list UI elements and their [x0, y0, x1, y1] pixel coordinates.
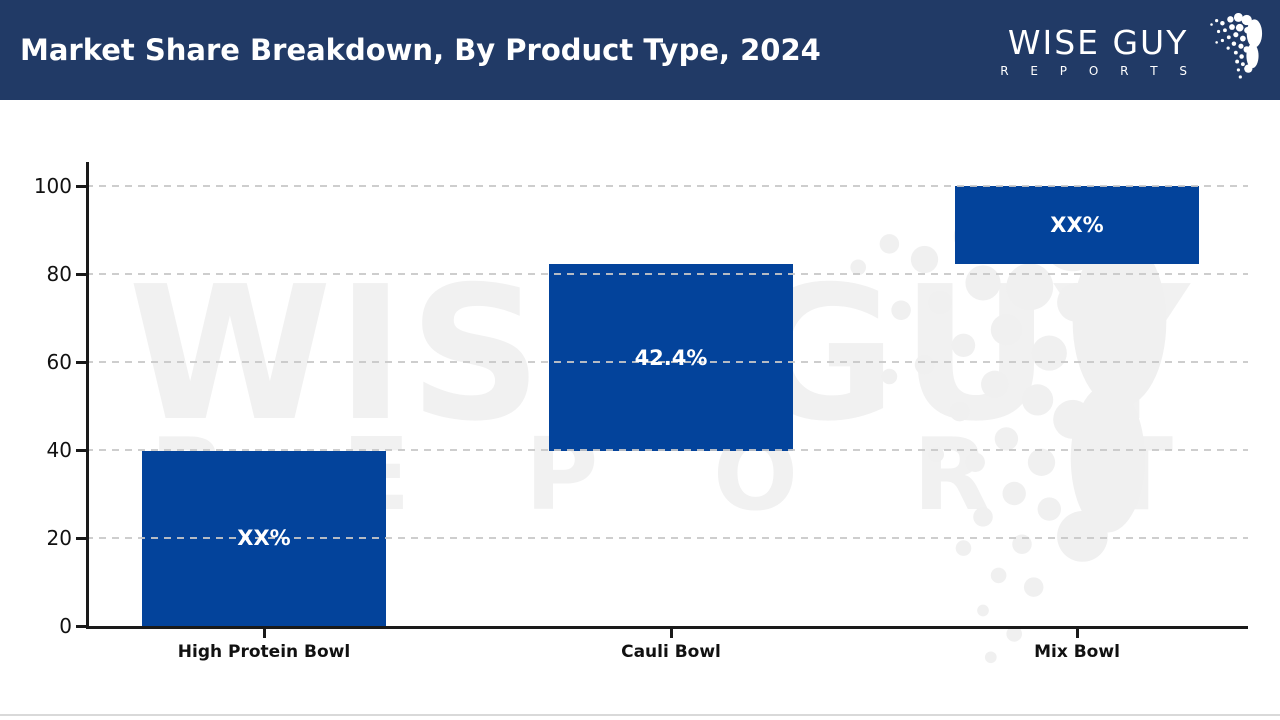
y-tick-label-100: 100 [33, 174, 72, 198]
y-tick-mark-40 [76, 449, 86, 452]
y-tick-label-0: 0 [59, 614, 72, 638]
footer-divider [0, 714, 1280, 716]
bar-value-label-high-protein-bowl: XX% [237, 526, 291, 551]
bar-value-label-mix-bowl: XX% [1050, 213, 1104, 238]
x-tick-mark-mix-bowl [1076, 629, 1079, 638]
x-axis [86, 626, 1248, 629]
y-tick-label-20: 20 [46, 526, 72, 550]
logo-wordmark: WISE GUY [1007, 22, 1189, 62]
y-tick-mark-100 [76, 185, 86, 188]
y-tick-mark-60 [76, 361, 86, 364]
y-tick-label-80: 80 [46, 262, 72, 286]
wiseguy-head-watermark-icon [850, 200, 1167, 664]
gridline-80 [86, 273, 1248, 275]
y-tick-mark-20 [76, 537, 86, 540]
y-tick-mark-0 [76, 625, 86, 628]
gridline-100 [86, 185, 1248, 187]
y-axis [86, 162, 89, 629]
x-tick-mark-high-protein-bowl [263, 629, 266, 638]
x-tick-label-cauli-bowl: Cauli Bowl [621, 642, 721, 662]
bar-value-label-cauli-bowl: 42.4% [634, 345, 708, 370]
page-title: Market Share Breakdown, By Product Type,… [20, 33, 821, 67]
wiseguy-head-icon [1210, 13, 1263, 79]
header-bar: Market Share Breakdown, By Product Type,… [0, 0, 1280, 100]
bar-cauli-bowl [549, 264, 793, 451]
x-tick-label-mix-bowl: Mix Bowl [1034, 642, 1120, 662]
logo-reports-text: R E P O R T S [1000, 63, 1196, 78]
y-tick-label-40: 40 [46, 438, 72, 462]
x-tick-mark-cauli-bowl [670, 629, 673, 638]
gridline-40 [86, 449, 1248, 451]
gridline-20 [86, 537, 1248, 539]
wiseguy-logo-text: WISE GUY R E P O R T S [1000, 22, 1196, 79]
gridline-60 [86, 361, 1248, 363]
bar-mix-bowl [955, 186, 1199, 265]
wiseguy-logo: WISE GUY R E P O R T S [1000, 13, 1264, 90]
y-tick-label-60: 60 [46, 350, 72, 374]
y-tick-mark-80 [76, 273, 86, 276]
x-tick-label-high-protein-bowl: High Protein Bowl [177, 642, 351, 662]
